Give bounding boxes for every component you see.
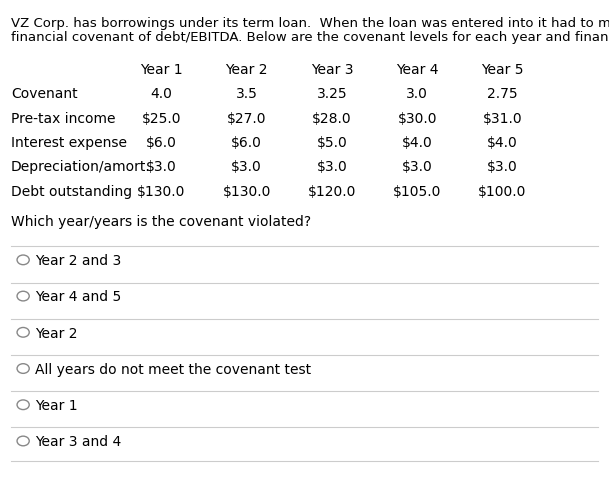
Text: $3.0: $3.0 <box>317 160 347 174</box>
Text: $130.0: $130.0 <box>137 185 186 199</box>
Text: 2.75: 2.75 <box>487 87 518 101</box>
Text: $6.0: $6.0 <box>231 136 262 150</box>
Text: $3.0: $3.0 <box>231 160 262 174</box>
Text: VZ Corp. has borrowings under its term loan.  When the loan was entered into it : VZ Corp. has borrowings under its term l… <box>11 17 609 30</box>
Text: $120.0: $120.0 <box>308 185 356 199</box>
Text: Year 4: Year 4 <box>396 63 438 77</box>
Text: 3.5: 3.5 <box>236 87 258 101</box>
Text: Year 2: Year 2 <box>225 63 268 77</box>
Text: $31.0: $31.0 <box>482 112 523 126</box>
Text: $3.0: $3.0 <box>146 160 177 174</box>
Text: Year 2: Year 2 <box>35 327 78 341</box>
Text: Covenant: Covenant <box>11 87 77 101</box>
Text: $28.0: $28.0 <box>312 112 352 126</box>
Text: Depreciation/amort.: Depreciation/amort. <box>11 160 150 174</box>
Text: Year 3 and 4: Year 3 and 4 <box>35 435 122 449</box>
Text: $3.0: $3.0 <box>402 160 432 174</box>
Text: $3.0: $3.0 <box>487 160 518 174</box>
Text: $4.0: $4.0 <box>402 136 432 150</box>
Text: Year 5: Year 5 <box>481 63 524 77</box>
Text: $4.0: $4.0 <box>487 136 518 150</box>
Text: $25.0: $25.0 <box>142 112 181 126</box>
Text: $100.0: $100.0 <box>478 185 527 199</box>
Text: $27.0: $27.0 <box>227 112 266 126</box>
Text: $105.0: $105.0 <box>393 185 442 199</box>
Text: Year 2 and 3: Year 2 and 3 <box>35 254 122 268</box>
Text: Pre-tax income: Pre-tax income <box>11 112 116 126</box>
Text: $5.0: $5.0 <box>317 136 347 150</box>
Text: $130.0: $130.0 <box>222 185 271 199</box>
Text: 3.25: 3.25 <box>317 87 347 101</box>
Text: Interest expense: Interest expense <box>11 136 127 150</box>
Text: Year 1: Year 1 <box>35 399 78 413</box>
Text: All years do not meet the covenant test: All years do not meet the covenant test <box>35 363 311 377</box>
Text: Which year/years is the covenant violated?: Which year/years is the covenant violate… <box>11 215 311 229</box>
Text: $6.0: $6.0 <box>146 136 177 150</box>
Text: $30.0: $30.0 <box>398 112 437 126</box>
Text: financial covenant of debt/EBITDA. Below are the covenant levels for each year a: financial covenant of debt/EBITDA. Below… <box>11 31 609 44</box>
Text: Year 3: Year 3 <box>311 63 353 77</box>
Text: 3.0: 3.0 <box>406 87 428 101</box>
Text: Debt outstanding: Debt outstanding <box>11 185 132 199</box>
Text: Year 4 and 5: Year 4 and 5 <box>35 290 122 304</box>
Text: Year 1: Year 1 <box>140 63 183 77</box>
Text: 4.0: 4.0 <box>150 87 172 101</box>
